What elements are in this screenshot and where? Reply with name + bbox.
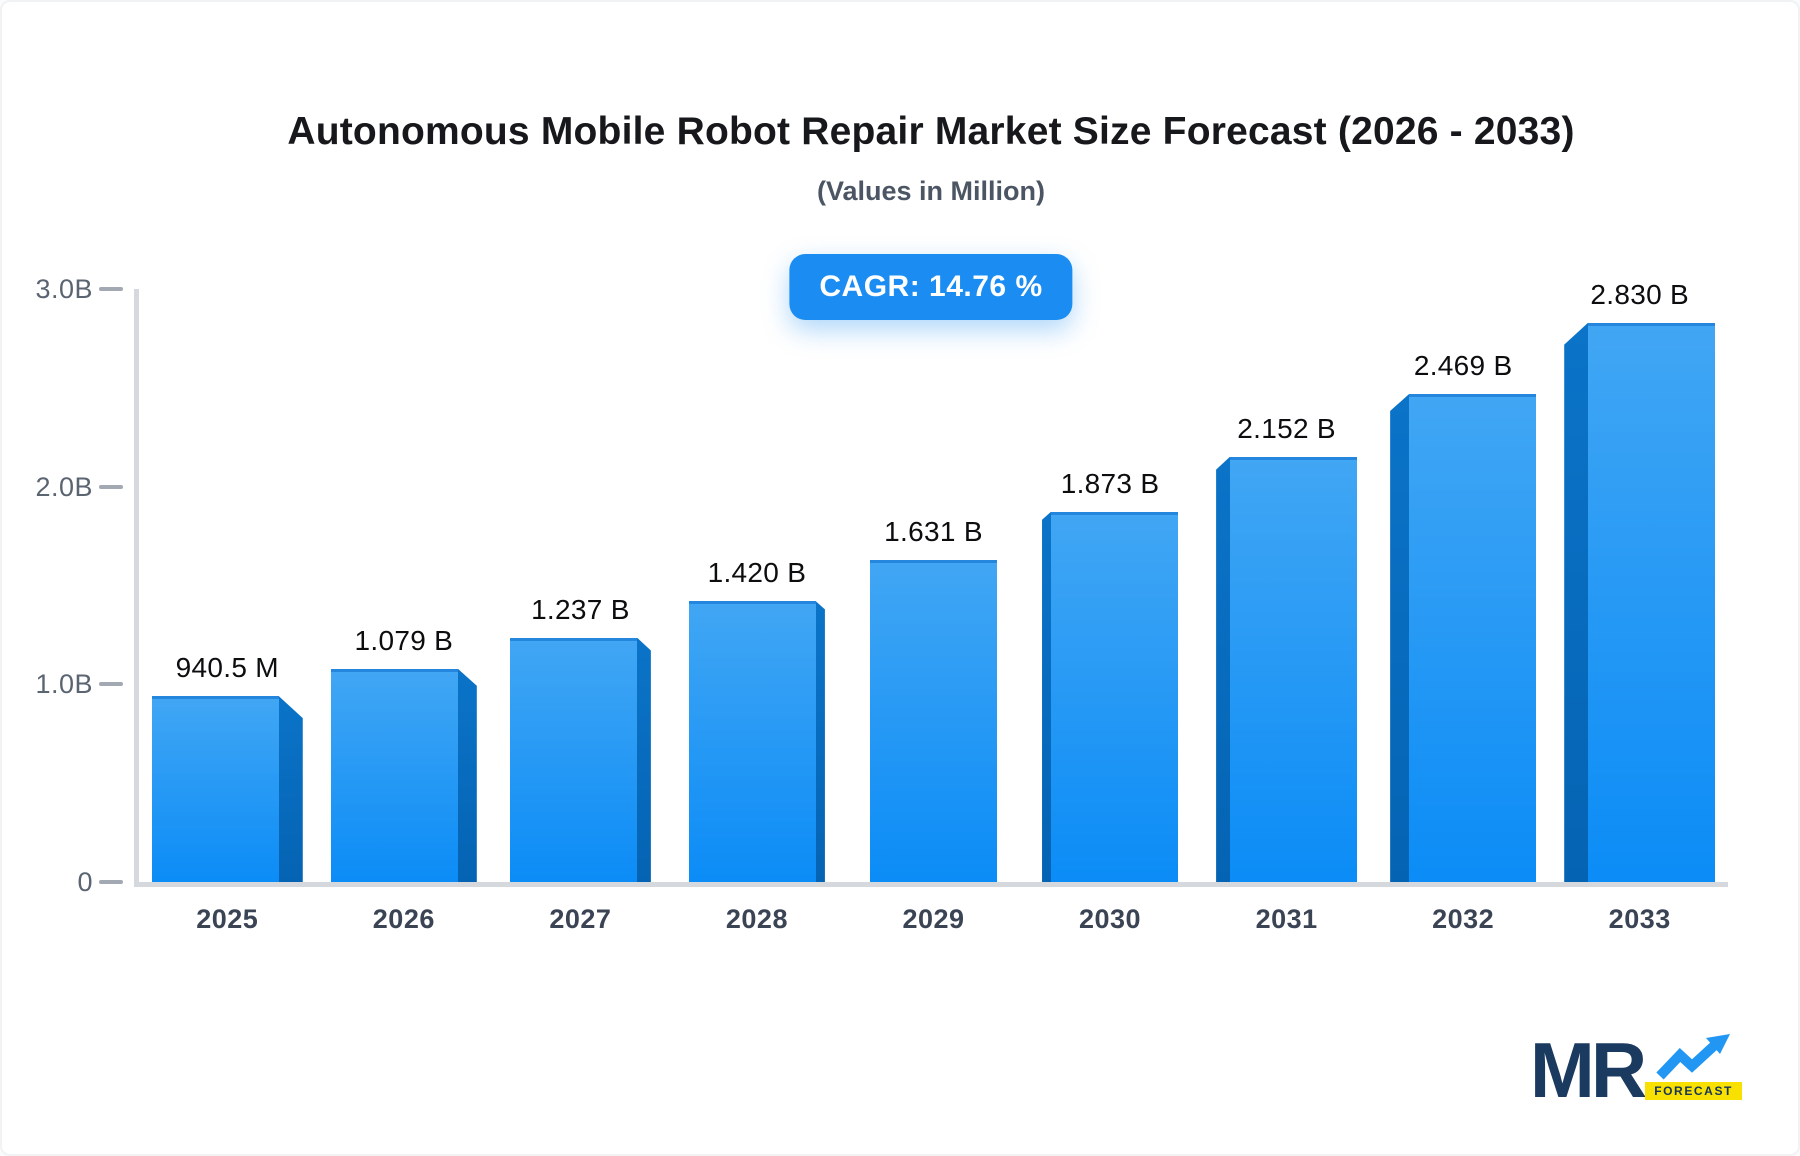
bar-front-face [1051, 511, 1179, 882]
bar-slot-2030: 1.873 B 2030 [1022, 289, 1199, 934]
bar-value-label: 1.873 B [1060, 467, 1160, 499]
x-axis-label: 2027 [549, 904, 612, 934]
x-axis-label: 2029 [902, 904, 965, 934]
bar-value-label: 1.420 B [707, 557, 807, 589]
bar-front-face [1230, 456, 1358, 882]
chart-header: Autonomous Mobile Robot Repair Market Si… [134, 2, 1728, 207]
bar-slot-2025: 940.5 M 2025 [139, 289, 316, 934]
bar-slot-2028: 1.420 B 2028 [669, 289, 846, 934]
x-axis-label: 2033 [1608, 904, 1671, 934]
bar-value-label: 1.237 B [531, 593, 630, 625]
bar-side-face [1216, 456, 1231, 882]
bar-value-label: 2.152 B [1237, 412, 1336, 444]
x-axis-label: 2032 [1432, 904, 1495, 934]
bar [330, 668, 477, 882]
trend-arrow-icon [1655, 1034, 1730, 1080]
bar-front-face [1409, 393, 1537, 882]
chart-subtitle: (Values in Million) [816, 176, 1046, 206]
bar [1564, 322, 1716, 882]
bar-front-face [151, 696, 279, 882]
y-axis-tick [99, 287, 123, 291]
page-title: Autonomous Mobile Robot Repair Market Si… [287, 110, 1575, 153]
x-axis-label: 2028 [725, 904, 788, 934]
bar-side-face [636, 637, 651, 882]
logo-mr-text: MR [1529, 1026, 1647, 1115]
bar-value-label: 940.5 M [175, 652, 279, 684]
bar-front-face [509, 637, 637, 882]
bar [1390, 393, 1537, 882]
bar [1042, 511, 1179, 882]
logo-right-block: FORECAST [1645, 1034, 1742, 1100]
x-axis-label: 2026 [372, 904, 435, 934]
bar-slot-2027: 1.237 B 2027 [492, 289, 669, 934]
bar-slot-2032: 2.469 B 2032 [1375, 289, 1552, 934]
bar-front-face [688, 601, 816, 882]
bar-front-face [1588, 322, 1716, 882]
bar [1216, 456, 1358, 882]
y-axis-label: 2.0B [35, 471, 93, 502]
bar [688, 601, 825, 882]
bar-chart-plot-area: 3.0B 2.0B 1.0B 0 940.5 M 2025 1.079 B 2026 1.237… [35, 274, 1728, 934]
bar-value-label: 1.631 B [884, 515, 983, 547]
bar-slot-2031: 2.152 B 2031 [1198, 289, 1375, 934]
bar-side-face [1564, 322, 1589, 882]
y-axis-label: 1.0B [35, 669, 93, 700]
x-axis-label: 2031 [1255, 904, 1318, 934]
bar-value-label: 1.079 B [354, 624, 454, 656]
bar-front-face [869, 559, 997, 882]
bar-slot-2033: 2.830 B 2033 [1551, 279, 1728, 934]
bar-side-face [815, 601, 825, 882]
bar-front-face [330, 668, 458, 882]
bar-slot-2029: 1.631 B 2029 [845, 289, 1022, 934]
y-axis-label: 0 [77, 867, 93, 897]
y-axis-label: 3.0B [35, 274, 93, 304]
brand-logo: MR FORECAST [1529, 1026, 1742, 1115]
bar-slot-2026: 1.079 B 2026 [316, 289, 493, 934]
bar [869, 559, 997, 882]
bar-side-face [1390, 393, 1410, 882]
bar-side-face [1042, 511, 1052, 882]
y-axis-tick [99, 682, 123, 687]
cagr-badge: CAGR: 14.76 % [789, 254, 1073, 320]
bar-side-face [457, 668, 477, 882]
bar [151, 696, 303, 882]
bar-value-label: 2.830 B [1590, 278, 1690, 310]
y-axis-tick [99, 484, 123, 489]
bar [509, 637, 651, 882]
x-axis-label: 2030 [1079, 904, 1142, 934]
bar-value-label: 2.469 B [1413, 349, 1513, 381]
logo-forecast-text: FORECAST [1645, 1082, 1742, 1100]
y-axis-tick [99, 880, 123, 884]
bar-side-face [278, 696, 303, 882]
x-axis-label: 2025 [196, 904, 259, 934]
